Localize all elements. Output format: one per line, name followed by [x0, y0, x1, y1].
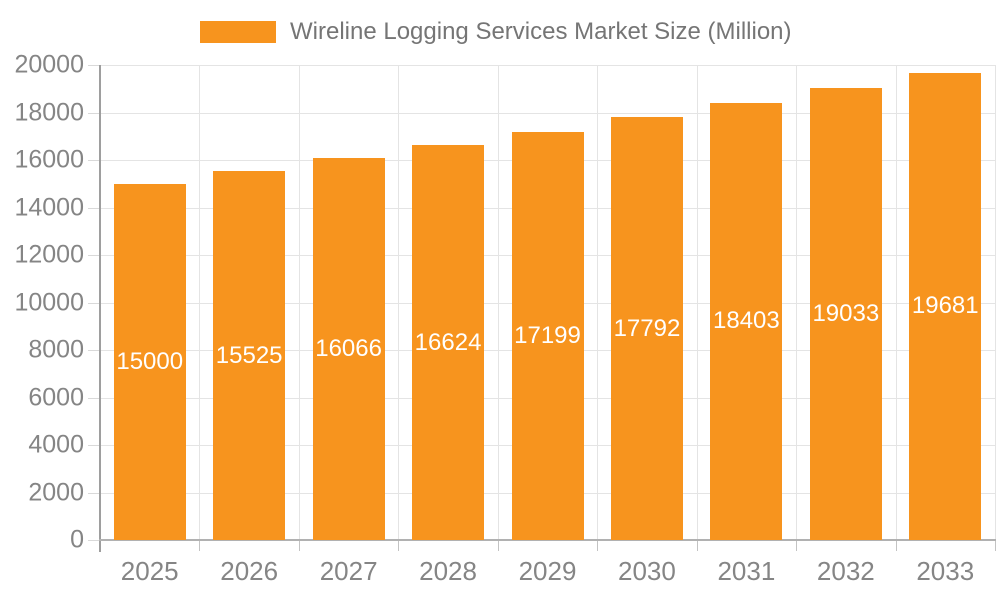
x-gridline — [497, 65, 499, 540]
x-gridline — [298, 65, 300, 540]
bar-2026 — [213, 171, 286, 540]
x-axis-tick-label: 2029 — [518, 556, 577, 586]
y-axis-tick-label: 14000 — [14, 193, 84, 221]
x-gridline — [597, 65, 599, 540]
x-axis-tick-label: 2032 — [816, 556, 875, 586]
legend-swatch — [200, 21, 276, 43]
x-axis-tick — [995, 540, 996, 551]
x-gridline — [796, 65, 798, 540]
bar-value-label: 19681 — [911, 292, 979, 320]
bar-value-label: 17199 — [514, 321, 581, 349]
bar-2033 — [909, 72, 982, 540]
y-axis-tick — [88, 207, 100, 209]
bar-2032 — [809, 87, 882, 540]
bar-2027 — [312, 158, 385, 540]
x-axis-tick — [199, 540, 201, 551]
x-gridline — [199, 65, 201, 540]
bar-2031 — [710, 102, 783, 540]
x-axis-tick — [298, 540, 300, 551]
bar-value-label: 16624 — [414, 328, 482, 356]
y-axis-tick — [88, 540, 100, 541]
legend-label: Wireline Logging Services Market Size (M… — [290, 18, 792, 45]
bar-value-label: 19033 — [812, 299, 880, 327]
y-axis-tick-label: 4000 — [28, 430, 84, 459]
y-axis-tick — [88, 160, 100, 161]
bar-value-label: 15000 — [116, 347, 184, 375]
y-axis-tick-label: 12000 — [14, 240, 84, 269]
y-axis-tick — [88, 112, 100, 114]
x-axis-tick-label: 2033 — [916, 556, 975, 586]
x-gridline — [696, 65, 698, 540]
y-axis-tick — [88, 397, 100, 399]
y-axis-tick-label: 18000 — [14, 98, 84, 126]
x-axis-tick-label: 2025 — [120, 556, 179, 586]
legend: Wireline Logging Services Market Size (M… — [200, 9, 792, 55]
x-axis-tick — [398, 540, 400, 551]
y-axis-tick-label: 2000 — [28, 478, 84, 506]
bar-value-label: 17792 — [613, 314, 681, 342]
y-gridline — [100, 65, 995, 66]
x-axis-tick — [796, 540, 798, 551]
x-axis-tick — [597, 540, 599, 551]
x-axis-tick-label: 2031 — [717, 556, 776, 586]
y-axis-tick-label: 16000 — [14, 145, 84, 174]
x-gridline — [995, 65, 996, 540]
x-axis-tick-label: 2030 — [618, 556, 676, 586]
y-axis-tick-label: 10000 — [14, 288, 84, 316]
x-gridline — [895, 65, 897, 540]
y-axis-tick-label: 8000 — [28, 335, 84, 364]
bar-value-label: 15525 — [215, 341, 283, 369]
x-axis-tick — [895, 540, 897, 551]
y-axis-tick-label: 6000 — [28, 383, 84, 411]
x-axis-tick-label: 2027 — [319, 556, 378, 586]
y-axis-line — [99, 65, 101, 552]
y-axis-tick — [88, 445, 100, 446]
bar-2029 — [511, 131, 584, 540]
y-axis-tick — [88, 302, 100, 304]
x-gridline — [398, 65, 400, 540]
y-axis-tick — [88, 65, 100, 66]
bar-2028 — [412, 145, 485, 540]
bar-2030 — [610, 117, 683, 540]
bar-value-label: 16066 — [315, 335, 382, 363]
x-axis-tick-label: 2028 — [419, 556, 477, 586]
y-axis-tick — [88, 350, 100, 351]
y-axis-tick — [88, 492, 100, 494]
y-axis-tick — [88, 255, 100, 256]
y-axis-tick-label: 0 — [70, 525, 84, 554]
x-axis-line — [99, 539, 996, 541]
y-axis-tick-label: 20000 — [14, 50, 84, 79]
y-gridline — [100, 112, 995, 114]
x-axis-tick-label: 2026 — [220, 556, 279, 586]
bar-value-label: 18403 — [713, 307, 780, 335]
x-axis-tick — [497, 540, 499, 551]
bar-2025 — [113, 183, 186, 540]
x-axis-tick — [696, 540, 698, 551]
